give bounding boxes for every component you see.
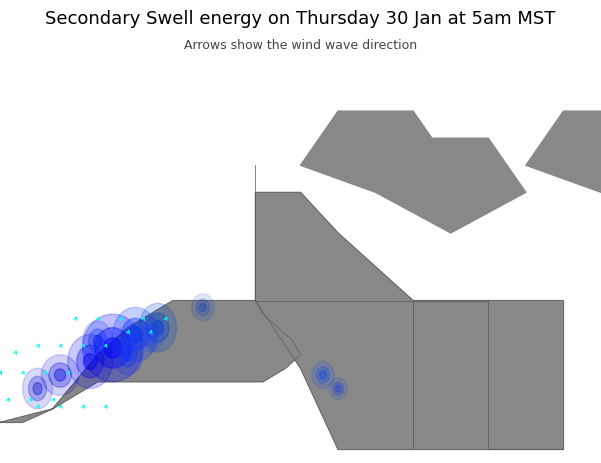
Polygon shape — [526, 112, 601, 193]
Ellipse shape — [316, 367, 330, 383]
Ellipse shape — [41, 355, 79, 395]
Ellipse shape — [123, 349, 132, 361]
Ellipse shape — [82, 321, 112, 362]
Ellipse shape — [33, 382, 42, 395]
Ellipse shape — [147, 313, 169, 343]
Ellipse shape — [49, 363, 72, 388]
Ellipse shape — [88, 329, 106, 354]
Ellipse shape — [76, 345, 103, 378]
Ellipse shape — [121, 319, 148, 351]
Ellipse shape — [82, 314, 143, 382]
Ellipse shape — [112, 308, 157, 362]
Ellipse shape — [146, 330, 154, 340]
Polygon shape — [255, 193, 564, 450]
Ellipse shape — [93, 335, 102, 348]
Text: Arrows show the wind wave direction: Arrows show the wind wave direction — [184, 38, 417, 52]
Ellipse shape — [95, 328, 131, 369]
Ellipse shape — [118, 343, 136, 367]
Ellipse shape — [55, 369, 66, 382]
Ellipse shape — [192, 294, 214, 321]
Ellipse shape — [320, 371, 326, 379]
Ellipse shape — [329, 378, 347, 400]
Ellipse shape — [29, 376, 47, 401]
Ellipse shape — [104, 338, 121, 358]
Polygon shape — [0, 301, 300, 422]
Ellipse shape — [312, 362, 334, 389]
Ellipse shape — [152, 321, 163, 335]
Ellipse shape — [136, 317, 163, 352]
Ellipse shape — [112, 335, 142, 375]
Ellipse shape — [67, 335, 112, 389]
Ellipse shape — [200, 304, 206, 312]
Ellipse shape — [335, 386, 341, 392]
Ellipse shape — [23, 369, 53, 409]
Ellipse shape — [129, 326, 142, 343]
Ellipse shape — [139, 304, 177, 352]
Ellipse shape — [142, 324, 159, 345]
Polygon shape — [300, 112, 451, 193]
Ellipse shape — [333, 382, 344, 395]
Text: Secondary Swell energy on Thursday 30 Jan at 5am MST: Secondary Swell energy on Thursday 30 Ja… — [45, 10, 556, 27]
Ellipse shape — [196, 300, 210, 316]
Ellipse shape — [84, 354, 97, 370]
Polygon shape — [376, 139, 526, 233]
